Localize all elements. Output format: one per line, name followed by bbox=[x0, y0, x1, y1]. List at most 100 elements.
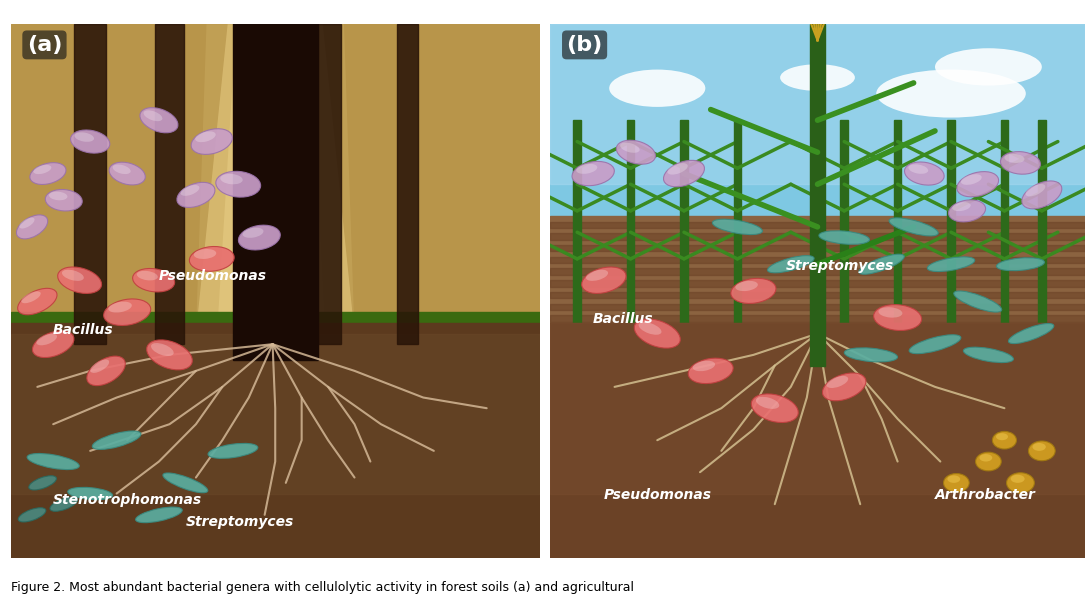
Bar bbox=[550, 245, 1085, 251]
Bar bbox=[840, 120, 848, 323]
Ellipse shape bbox=[195, 132, 216, 142]
Text: Arthrobacter: Arthrobacter bbox=[935, 488, 1036, 502]
Ellipse shape bbox=[688, 358, 734, 384]
Polygon shape bbox=[196, 24, 249, 333]
Ellipse shape bbox=[879, 307, 903, 318]
Ellipse shape bbox=[71, 130, 110, 153]
Ellipse shape bbox=[17, 288, 57, 315]
Ellipse shape bbox=[874, 305, 921, 330]
Ellipse shape bbox=[140, 108, 178, 133]
Text: Stenotrophomonas: Stenotrophomonas bbox=[53, 493, 203, 507]
Ellipse shape bbox=[1008, 324, 1054, 344]
Ellipse shape bbox=[144, 110, 162, 121]
Ellipse shape bbox=[996, 433, 1008, 440]
Bar bbox=[11, 24, 540, 333]
Ellipse shape bbox=[46, 190, 82, 211]
Ellipse shape bbox=[137, 271, 158, 281]
Ellipse shape bbox=[1029, 441, 1055, 461]
Ellipse shape bbox=[947, 475, 960, 483]
Ellipse shape bbox=[135, 507, 182, 522]
Ellipse shape bbox=[957, 171, 998, 197]
Bar bbox=[947, 120, 955, 323]
Ellipse shape bbox=[29, 162, 66, 184]
Ellipse shape bbox=[876, 70, 1026, 118]
Bar bbox=[550, 222, 1085, 228]
Ellipse shape bbox=[239, 225, 280, 250]
Bar bbox=[237, 24, 261, 344]
Text: Bacillus: Bacillus bbox=[593, 312, 654, 326]
Ellipse shape bbox=[572, 161, 615, 185]
Ellipse shape bbox=[28, 476, 57, 490]
Text: Pseudomonas: Pseudomonas bbox=[159, 269, 267, 283]
Ellipse shape bbox=[1010, 474, 1025, 483]
Ellipse shape bbox=[944, 473, 969, 492]
Text: Figure 2. Most abundant bacterial genera with cellulolytic activity in forest so: Figure 2. Most abundant bacterial genera… bbox=[11, 581, 634, 594]
Ellipse shape bbox=[1001, 152, 1041, 174]
Text: Streptomyces: Streptomyces bbox=[185, 514, 293, 528]
Bar bbox=[734, 120, 741, 323]
Bar bbox=[1038, 120, 1045, 323]
Ellipse shape bbox=[177, 182, 215, 207]
Bar bbox=[11, 333, 540, 493]
Ellipse shape bbox=[976, 452, 1002, 471]
Ellipse shape bbox=[905, 162, 944, 185]
Ellipse shape bbox=[961, 174, 982, 185]
Ellipse shape bbox=[616, 140, 655, 164]
Bar bbox=[550, 24, 1085, 184]
Ellipse shape bbox=[992, 431, 1017, 449]
Bar bbox=[680, 120, 688, 323]
Ellipse shape bbox=[108, 302, 132, 313]
Ellipse shape bbox=[33, 331, 74, 358]
Ellipse shape bbox=[692, 361, 715, 371]
Ellipse shape bbox=[87, 356, 125, 385]
Bar bbox=[233, 13, 317, 360]
Ellipse shape bbox=[609, 70, 705, 107]
Bar bbox=[550, 323, 1085, 493]
Ellipse shape bbox=[755, 397, 779, 409]
Bar bbox=[550, 24, 1085, 333]
Ellipse shape bbox=[191, 128, 232, 155]
Ellipse shape bbox=[1006, 473, 1034, 493]
Ellipse shape bbox=[109, 162, 145, 185]
Bar bbox=[573, 120, 581, 323]
Ellipse shape bbox=[27, 453, 80, 470]
Ellipse shape bbox=[36, 334, 57, 345]
Bar bbox=[550, 327, 1085, 333]
Ellipse shape bbox=[133, 268, 174, 292]
Ellipse shape bbox=[954, 291, 1002, 312]
Ellipse shape bbox=[68, 487, 112, 500]
Bar bbox=[550, 292, 1085, 298]
Bar bbox=[810, 24, 825, 365]
Ellipse shape bbox=[909, 335, 961, 354]
Ellipse shape bbox=[1032, 443, 1045, 451]
Bar bbox=[550, 257, 1085, 263]
Ellipse shape bbox=[104, 299, 150, 325]
Ellipse shape bbox=[162, 473, 208, 493]
Ellipse shape bbox=[980, 454, 992, 462]
Ellipse shape bbox=[19, 508, 46, 522]
Ellipse shape bbox=[62, 270, 84, 281]
Ellipse shape bbox=[190, 247, 234, 271]
Bar bbox=[550, 323, 1085, 558]
Ellipse shape bbox=[639, 322, 662, 335]
Ellipse shape bbox=[620, 142, 640, 153]
Ellipse shape bbox=[49, 191, 68, 201]
Text: Streptomyces: Streptomyces bbox=[786, 259, 894, 273]
Ellipse shape bbox=[152, 343, 173, 356]
Ellipse shape bbox=[731, 278, 776, 304]
Polygon shape bbox=[302, 24, 354, 333]
Ellipse shape bbox=[819, 231, 870, 244]
Ellipse shape bbox=[634, 319, 680, 348]
Ellipse shape bbox=[34, 165, 51, 174]
Ellipse shape bbox=[736, 281, 758, 291]
Bar bbox=[74, 24, 106, 344]
Ellipse shape bbox=[845, 348, 897, 362]
Bar bbox=[550, 268, 1085, 275]
Ellipse shape bbox=[586, 270, 608, 281]
Text: Bacillus: Bacillus bbox=[53, 322, 113, 336]
Ellipse shape bbox=[826, 376, 848, 388]
Polygon shape bbox=[246, 24, 326, 333]
Bar bbox=[627, 120, 634, 323]
Ellipse shape bbox=[767, 256, 814, 273]
Bar bbox=[155, 24, 184, 344]
